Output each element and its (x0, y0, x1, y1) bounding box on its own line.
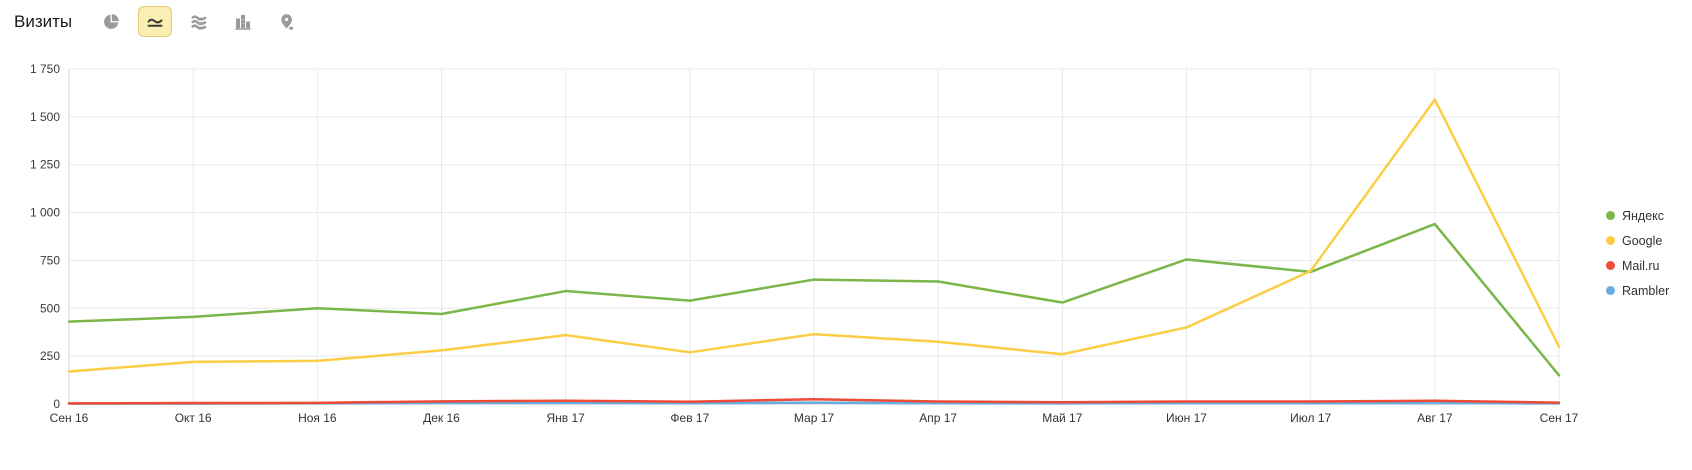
legend-item-rambler[interactable]: Rambler (1606, 278, 1669, 303)
pie-chart-icon (102, 13, 120, 31)
legend-dot (1606, 211, 1615, 220)
x-axis-tick-label: Май 17 (1042, 411, 1083, 425)
column-chart-icon (234, 13, 252, 31)
y-axis-tick-label: 1 500 (30, 110, 60, 124)
series-line-mailru[interactable] (67, 397, 1561, 405)
y-axis-tick-label: 250 (40, 349, 60, 363)
x-axis-tick-label: Авг 17 (1417, 411, 1453, 425)
y-axis-tick-label: 1 250 (30, 158, 60, 172)
y-axis-tick-label: 500 (40, 301, 60, 315)
x-axis-tick-label: Июл 17 (1290, 411, 1331, 425)
x-axis-tick-label: Мар 17 (794, 411, 834, 425)
y-axis-tick-label: 750 (40, 253, 60, 267)
x-axis-tick-label: Дек 16 (423, 411, 460, 425)
legend-label: Mail.ru (1622, 258, 1660, 273)
x-axis-tick-label: Апр 17 (919, 411, 957, 425)
x-axis-tick-label: Окт 16 (175, 411, 212, 425)
legend-item-yandex[interactable]: Яндекс (1606, 203, 1669, 228)
y-axis-tick-label: 1 000 (30, 206, 60, 220)
area-chart-icon (190, 13, 208, 31)
x-axis-tick-label: Фев 17 (670, 411, 709, 425)
legend-dot (1606, 261, 1615, 270)
x-axis-tick-label: Янв 17 (546, 411, 585, 425)
legend-label: Rambler (1622, 283, 1670, 298)
y-axis-tick-label: 0 (53, 397, 60, 411)
chart-legend: Яндекс Google Mail.ru Rambler (1606, 203, 1669, 303)
legend-label: Google (1622, 233, 1663, 248)
legend-dot (1606, 236, 1615, 245)
chart-type-column-button[interactable] (226, 6, 260, 37)
line-chart-icon (146, 13, 164, 31)
legend-item-mailru[interactable]: Mail.ru (1606, 253, 1669, 278)
chart-toolbar: Визиты (14, 6, 314, 37)
x-axis-tick-label: Июн 17 (1166, 411, 1207, 425)
x-axis-tick-label: Сен 16 (50, 411, 89, 425)
chart-type-area-button[interactable] (182, 6, 216, 37)
x-axis-tick-label: Сен 17 (1540, 411, 1579, 425)
legend-item-google[interactable]: Google (1606, 228, 1669, 253)
chart-type-pie-button[interactable] (94, 6, 128, 37)
map-pin-icon (278, 13, 296, 31)
chart-title: Визиты (14, 11, 73, 31)
legend-dot (1606, 286, 1615, 295)
series-line-google[interactable] (67, 98, 1561, 373)
chart-type-map-button[interactable] (270, 6, 304, 37)
legend-label: Яндекс (1622, 208, 1665, 223)
x-axis-tick-label: Ноя 16 (298, 411, 337, 425)
y-axis-tick-label: 1 750 (30, 62, 60, 76)
chart-type-line-button[interactable] (138, 6, 173, 37)
